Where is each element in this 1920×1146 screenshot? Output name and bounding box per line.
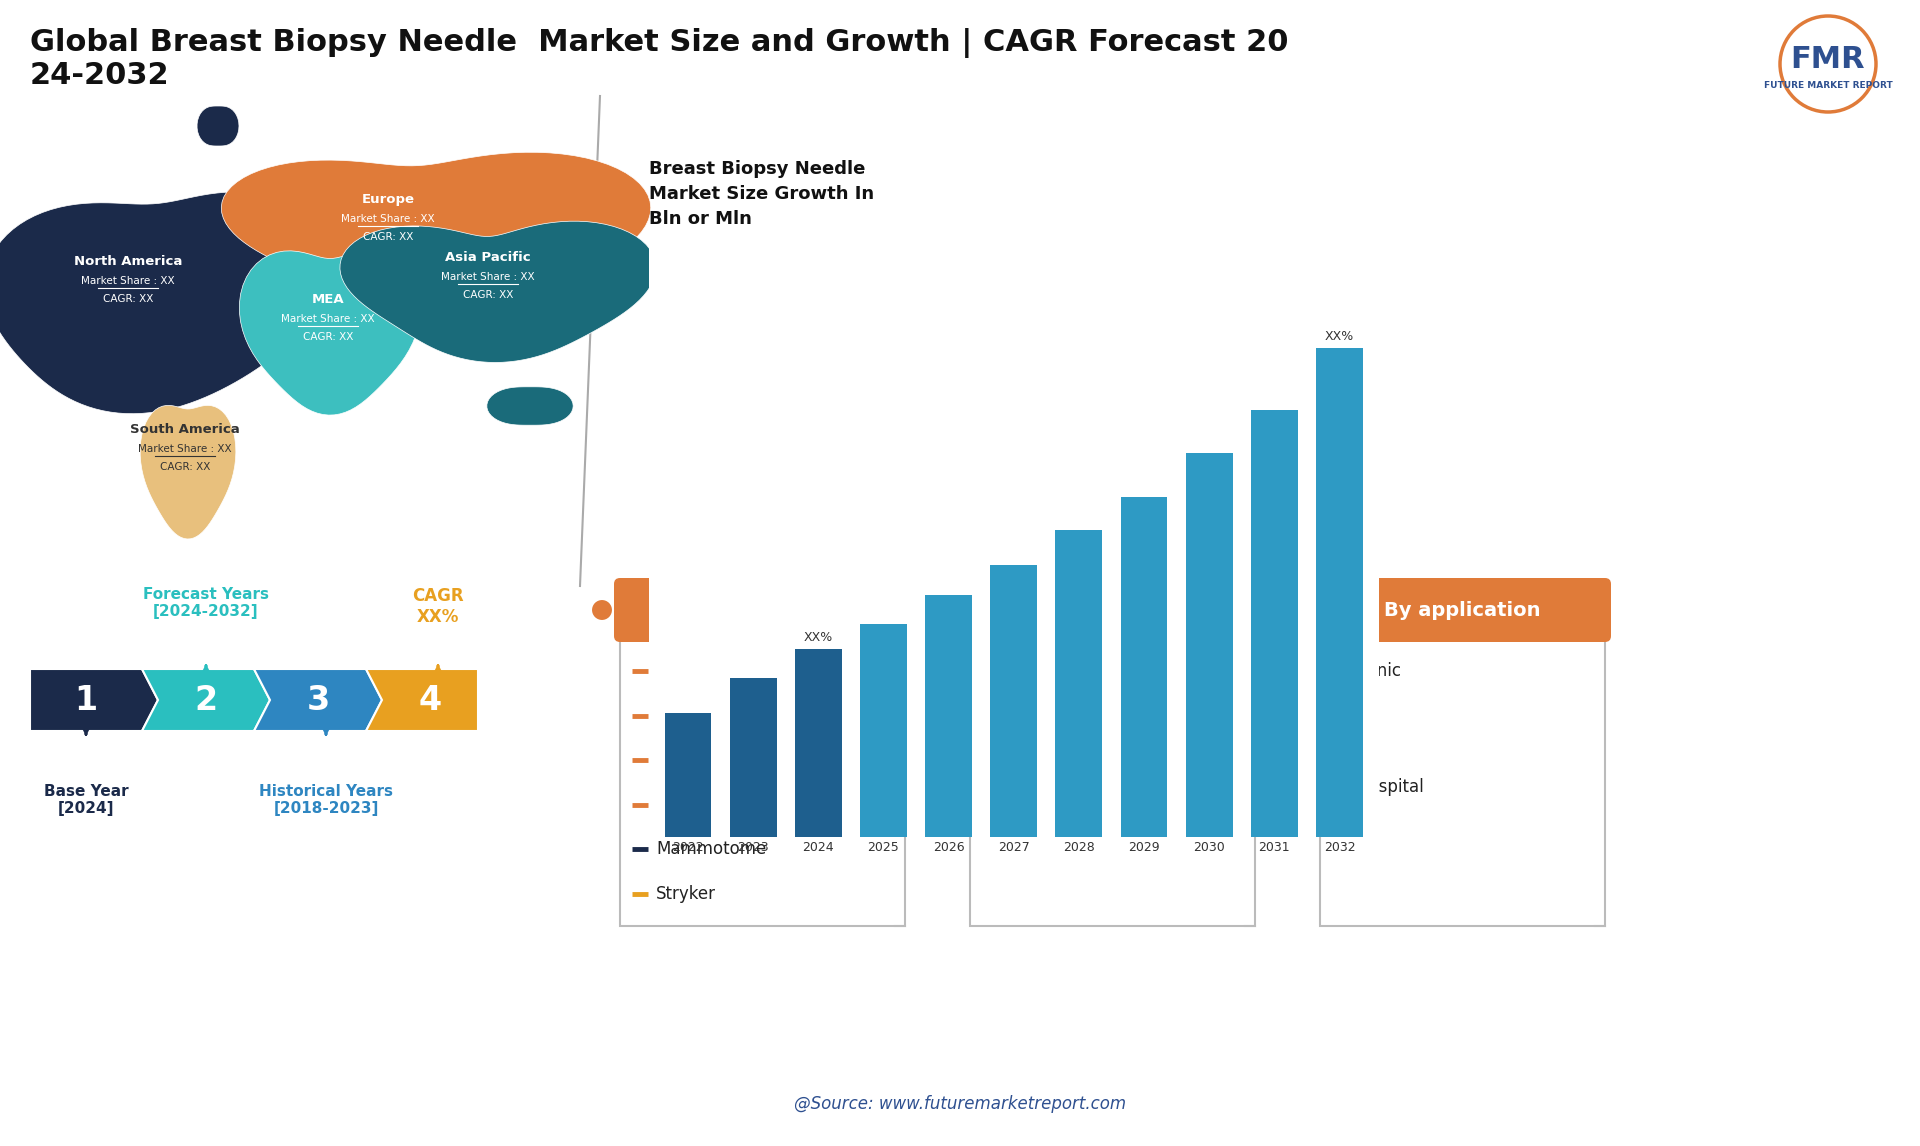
FancyBboxPatch shape (964, 578, 1261, 642)
Polygon shape (140, 406, 236, 539)
Polygon shape (340, 221, 657, 362)
Bar (991, 565, 1037, 837)
Text: Needle: Needle (1006, 662, 1064, 680)
Text: FUTURE MARKET REPORT: FUTURE MARKET REPORT (1764, 81, 1893, 91)
Text: XX%: XX% (1325, 330, 1354, 343)
Text: CAGR: XX: CAGR: XX (303, 332, 353, 342)
Text: By type: By type (1071, 601, 1154, 620)
Text: Mammotome: Mammotome (657, 840, 766, 858)
Circle shape (941, 599, 964, 621)
Text: CAGR
XX%: CAGR XX% (413, 587, 465, 626)
Bar (1121, 496, 1167, 837)
Text: Asia Pacific: Asia Pacific (445, 251, 530, 264)
Text: Galini: Galini (657, 752, 703, 769)
Text: South America: South America (131, 423, 240, 435)
Text: Market Share : XX: Market Share : XX (280, 314, 374, 324)
Text: 3: 3 (307, 683, 330, 716)
Circle shape (1290, 599, 1313, 621)
Text: Clinic: Clinic (1356, 662, 1402, 680)
FancyBboxPatch shape (1313, 578, 1611, 642)
Polygon shape (31, 669, 157, 731)
Polygon shape (253, 669, 382, 731)
Circle shape (591, 599, 612, 621)
FancyBboxPatch shape (1321, 636, 1605, 926)
Bar (795, 649, 841, 837)
Text: North America: North America (73, 256, 182, 268)
Text: Base Year
[2024]: Base Year [2024] (44, 784, 129, 816)
Bar (1252, 410, 1298, 837)
Text: Surgical: Surgical (1006, 778, 1073, 796)
Bar (1056, 529, 1102, 837)
Text: Europe: Europe (361, 193, 415, 206)
Text: MEA: MEA (311, 293, 344, 306)
Polygon shape (198, 105, 238, 146)
Text: Market Share : XX: Market Share : XX (138, 444, 232, 454)
Text: 1: 1 (75, 683, 98, 716)
Polygon shape (367, 669, 478, 731)
Text: XX%: XX% (804, 630, 833, 644)
Bar (730, 678, 776, 837)
Polygon shape (240, 251, 420, 415)
Bar (664, 713, 712, 837)
Polygon shape (142, 669, 271, 731)
FancyBboxPatch shape (620, 636, 904, 926)
Polygon shape (0, 193, 328, 414)
Text: Market players: Market players (680, 601, 845, 620)
Text: Market Share : XX: Market Share : XX (81, 276, 175, 286)
Text: CAGR: XX: CAGR: XX (159, 462, 209, 472)
Text: 24-2032: 24-2032 (31, 61, 169, 91)
Text: Breast Biopsy Needle
Market Size Growth In
Bln or Mln: Breast Biopsy Needle Market Size Growth … (649, 160, 874, 228)
Text: FMR: FMR (1791, 46, 1866, 74)
Text: Historical Years
[2018-2023]: Historical Years [2018-2023] (259, 784, 394, 816)
FancyBboxPatch shape (970, 636, 1256, 926)
Text: CAGR: XX: CAGR: XX (463, 290, 513, 300)
Text: C.R: C.R (657, 707, 684, 724)
Polygon shape (221, 152, 651, 308)
Text: Forecast Years
[2024-2032]: Forecast Years [2024-2032] (142, 587, 269, 619)
Text: Market Share : XX: Market Share : XX (342, 214, 434, 223)
Bar (1187, 453, 1233, 837)
Text: 4: 4 (419, 683, 442, 716)
Text: 2: 2 (194, 683, 217, 716)
Text: CAGR: XX: CAGR: XX (363, 231, 413, 242)
Text: Hospital: Hospital (1356, 778, 1425, 796)
Bar (925, 596, 972, 837)
Text: Market Share : XX: Market Share : XX (442, 272, 536, 282)
FancyBboxPatch shape (614, 578, 910, 642)
Bar (860, 623, 906, 837)
Text: Stryker: Stryker (657, 885, 716, 903)
Text: BD: BD (657, 662, 680, 680)
Text: CAGR: XX: CAGR: XX (104, 295, 154, 304)
Bar (1315, 348, 1363, 837)
Text: By application: By application (1384, 601, 1540, 620)
Text: @Source: www.futuremarketreport.com: @Source: www.futuremarketreport.com (795, 1094, 1125, 1113)
Text: Hologic: Hologic (657, 795, 718, 814)
Text: Global Breast Biopsy Needle  Market Size and Growth | CAGR Forecast 20: Global Breast Biopsy Needle Market Size … (31, 28, 1288, 58)
Polygon shape (488, 387, 574, 425)
